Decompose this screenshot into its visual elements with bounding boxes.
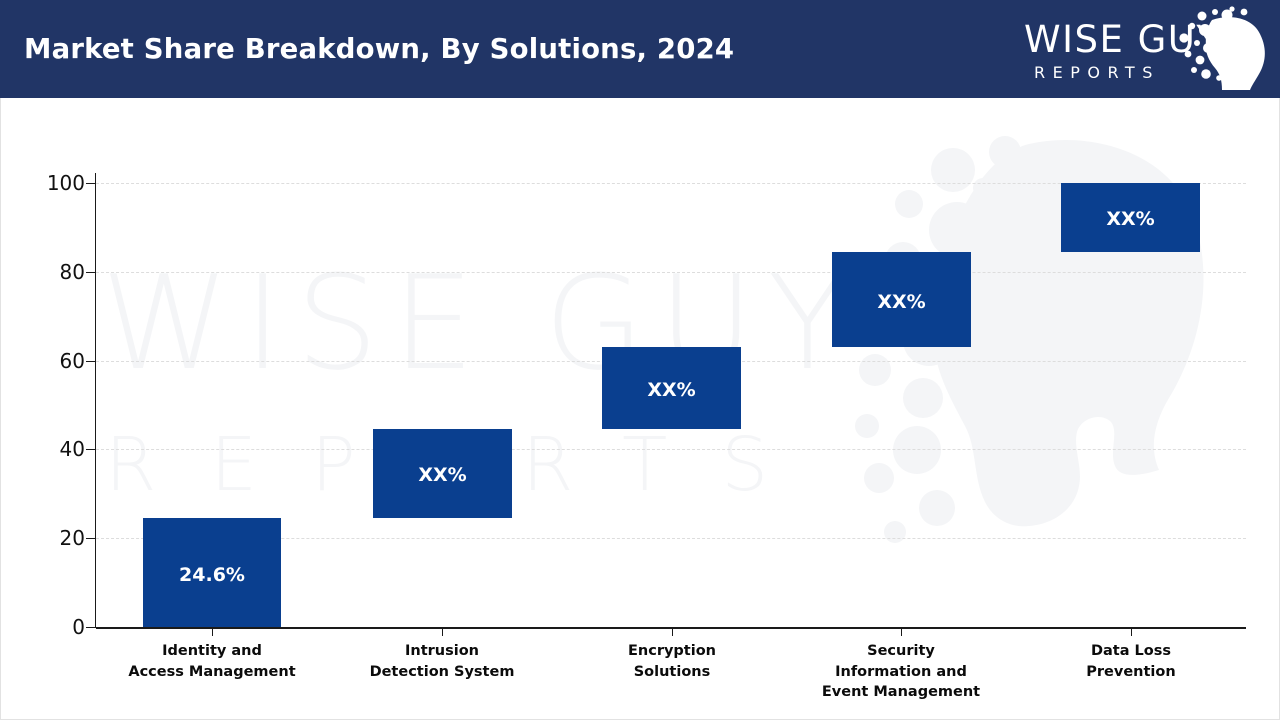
y-tick-mark-0: [86, 627, 96, 628]
x-tick-mark-5: [1131, 627, 1132, 636]
y-tick-label-60: 60: [59, 348, 85, 373]
y-tick-mark-100: [86, 183, 96, 184]
plot-area: 100 80 60 40 20 0 24.6% XX% XX%: [1, 98, 1279, 719]
x-tick-label-security-information-and-event-management: Security Information and Event Managemen…: [781, 641, 1021, 703]
x-tick-label-identity-and-access-management: Identity and Access Management: [92, 641, 332, 682]
x-tick-label-line: Event Management: [821, 684, 981, 701]
wise-guy-reports-logo: WISE GUY REPORTS: [1016, 6, 1272, 92]
x-tick-label-line: Solutions: [633, 663, 711, 680]
gridline-40: [96, 449, 1246, 451]
y-tick-mark-20: [86, 538, 96, 540]
x-tick-label-line: Data Loss: [1090, 643, 1172, 659]
x-tick-label-line: Security: [867, 643, 935, 659]
bar-value-label: XX%: [1106, 208, 1155, 230]
x-tick-mark-1: [212, 627, 213, 636]
y-tick-mark-80: [86, 271, 96, 273]
bar-value-label: XX%: [418, 464, 467, 487]
bar-encryption-solutions[interactable]: XX%: [602, 347, 741, 430]
x-tick-mark-3: [672, 627, 673, 636]
gridline-20: [96, 538, 1246, 540]
x-tick-mark-4: [901, 627, 902, 636]
y-tick-label-40: 40: [59, 437, 85, 462]
y-tick-label-100: 100: [46, 171, 85, 195]
x-tick-label-data-loss-prevention: Data Loss Prevention: [1011, 641, 1251, 682]
gridline-100: [96, 183, 1246, 184]
x-tick-label-line: Encryption: [628, 643, 716, 659]
bar-security-information-and-event-management[interactable]: XX%: [832, 251, 971, 348]
y-tick-label-80: 80: [59, 259, 85, 284]
y-tick-mark-60: [86, 360, 96, 362]
bar-value-label: XX%: [647, 379, 696, 402]
bar-value-label: XX%: [877, 290, 926, 313]
bar-intrusion-detection-system[interactable]: XX%: [373, 429, 512, 518]
x-tick-label-line: Information and: [835, 663, 967, 680]
header-bar: Market Share Breakdown, By Solutions, 20…: [0, 0, 1280, 98]
y-tick-label-20: 20: [59, 526, 85, 551]
x-tick-label-line: Access Management: [128, 663, 296, 680]
bar-identity-and-access-management[interactable]: 24.6%: [143, 517, 281, 627]
chart-area: WISE GUY REPORTS: [0, 98, 1280, 720]
gridline-80: [96, 271, 1246, 273]
x-tick-label-line: Intrusion: [404, 643, 479, 659]
bar-value-label: 24.6%: [179, 563, 245, 586]
y-tick-label-0: 0: [72, 615, 85, 639]
x-axis-line: [96, 627, 1246, 629]
x-tick-label-line: Identity and: [162, 643, 262, 659]
y-tick-mark-40: [86, 449, 96, 451]
svg-text:REPORTS: REPORTS: [1034, 63, 1160, 82]
x-tick-label-encryption-solutions: Encryption Solutions: [552, 641, 792, 682]
x-tick-label-line: Detection System: [369, 663, 515, 680]
bar-data-loss-prevention[interactable]: XX%: [1061, 183, 1200, 252]
y-axis-line: [95, 173, 96, 628]
x-tick-label-intrusion-detection-system: Intrusion Detection System: [322, 641, 562, 682]
x-tick-mark-2: [442, 627, 443, 636]
x-tick-label-line: Prevention: [1086, 663, 1176, 680]
page-title: Market Share Breakdown, By Solutions, 20…: [24, 33, 735, 65]
